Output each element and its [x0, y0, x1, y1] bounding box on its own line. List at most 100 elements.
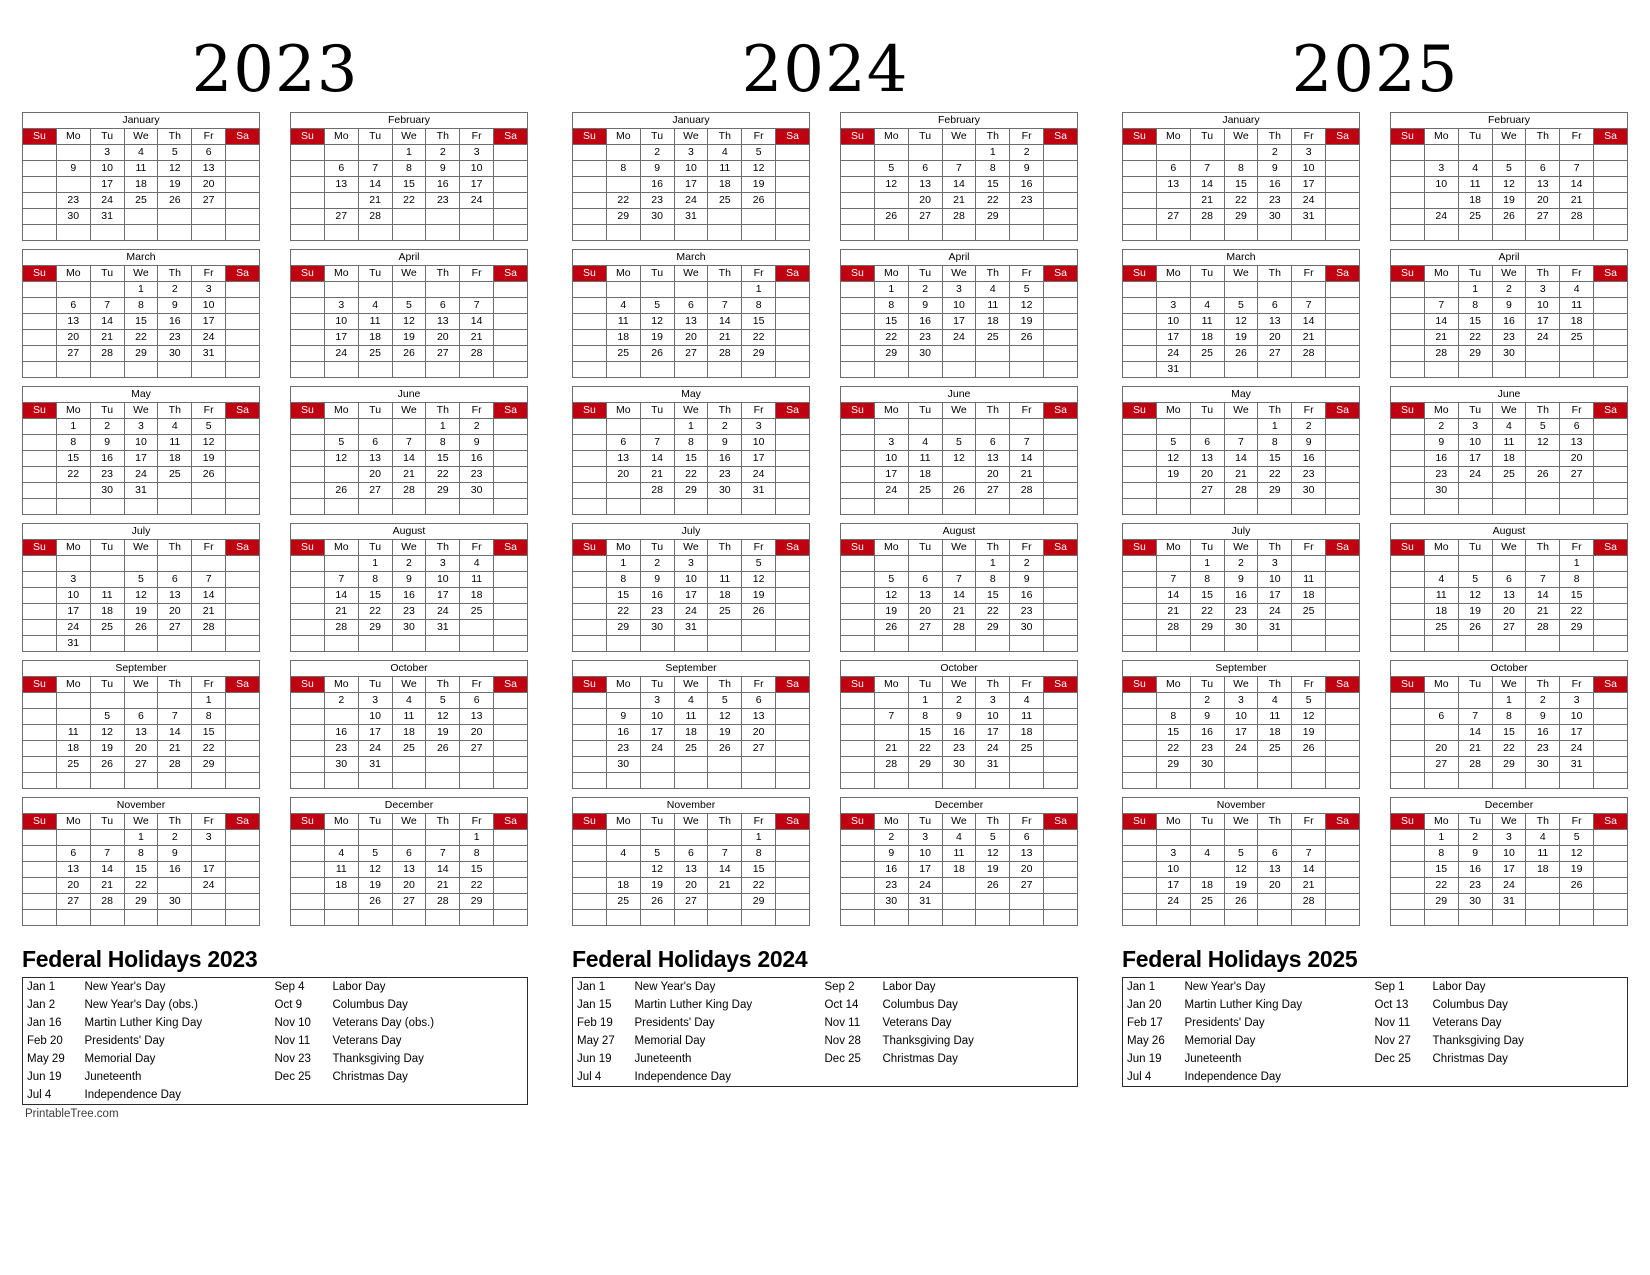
day-cell[interactable]: 23	[775, 329, 810, 346]
day-cell-empty[interactable]	[941, 498, 977, 515]
day-cell-empty[interactable]	[1043, 893, 1078, 910]
day-cell-empty[interactable]	[55, 772, 91, 789]
day-cell[interactable]: 17	[1043, 587, 1078, 604]
day-cell[interactable]: 24	[323, 345, 359, 362]
day-cell[interactable]: 29	[225, 619, 260, 636]
day-cell[interactable]: 1	[1491, 692, 1527, 709]
day-cell[interactable]: 7	[941, 160, 977, 177]
day-cell[interactable]: 27	[775, 603, 810, 620]
day-cell[interactable]: 1	[1257, 418, 1293, 435]
day-cell[interactable]: 23	[290, 345, 325, 362]
day-cell[interactable]: 11	[941, 845, 977, 862]
day-cell[interactable]: 23	[493, 877, 528, 894]
day-cell[interactable]: 23	[1525, 740, 1561, 757]
day-cell-empty[interactable]	[840, 692, 875, 709]
day-cell-empty[interactable]	[1009, 345, 1045, 362]
day-cell[interactable]: 11	[493, 160, 528, 177]
day-cell[interactable]: 24	[741, 466, 777, 483]
day-cell[interactable]: 2	[22, 571, 57, 588]
day-cell[interactable]: 21	[1223, 466, 1259, 483]
day-cell[interactable]: 1	[1390, 418, 1425, 435]
day-cell[interactable]: 28	[22, 482, 57, 499]
day-cell[interactable]: 15	[425, 450, 461, 467]
day-cell[interactable]: 28	[191, 619, 227, 636]
day-cell-empty[interactable]	[123, 224, 159, 241]
day-cell-empty[interactable]	[357, 281, 393, 298]
day-cell[interactable]: 4	[707, 555, 743, 572]
day-cell-empty[interactable]	[673, 224, 709, 241]
day-cell[interactable]: 28	[225, 192, 260, 209]
day-cell-empty[interactable]	[225, 635, 260, 652]
day-cell[interactable]: 27	[975, 482, 1011, 499]
day-cell[interactable]: 19	[1491, 192, 1527, 209]
day-cell-empty[interactable]	[459, 635, 495, 652]
day-cell-empty[interactable]	[1593, 498, 1628, 515]
day-cell-empty[interactable]	[605, 635, 641, 652]
day-cell-empty[interactable]	[1525, 555, 1561, 572]
day-cell-empty[interactable]	[707, 829, 743, 846]
day-cell[interactable]: 15	[975, 176, 1011, 193]
day-cell[interactable]: 24	[191, 329, 227, 346]
day-cell-empty[interactable]	[975, 498, 1011, 515]
day-cell-empty[interactable]	[873, 772, 909, 789]
day-cell[interactable]: 10	[572, 313, 607, 330]
day-cell[interactable]: 20	[1009, 861, 1045, 878]
day-cell[interactable]: 31	[55, 635, 91, 652]
day-cell-empty[interactable]	[22, 909, 57, 926]
day-cell[interactable]: 24	[673, 603, 709, 620]
day-cell[interactable]: 25	[1423, 619, 1459, 636]
day-cell[interactable]: 24	[290, 893, 325, 910]
day-cell[interactable]: 5	[290, 160, 325, 177]
day-cell[interactable]: 6	[1491, 571, 1527, 588]
day-cell[interactable]: 15	[605, 587, 641, 604]
day-cell[interactable]: 29	[572, 756, 607, 773]
day-cell[interactable]: 1	[290, 692, 325, 709]
day-cell[interactable]: 18	[907, 466, 943, 483]
day-cell-empty[interactable]	[1325, 208, 1360, 225]
day-cell[interactable]: 27	[357, 482, 393, 499]
day-cell[interactable]: 27	[673, 345, 709, 362]
day-cell[interactable]: 4	[840, 160, 875, 177]
day-cell[interactable]: 9	[605, 708, 641, 725]
day-cell[interactable]: 7	[873, 708, 909, 725]
day-cell[interactable]: 14	[639, 450, 675, 467]
day-cell-empty[interactable]	[1155, 224, 1191, 241]
day-cell[interactable]: 14	[1291, 313, 1327, 330]
day-cell[interactable]: 6	[1257, 297, 1293, 314]
day-cell[interactable]: 6	[123, 708, 159, 725]
day-cell[interactable]: 1	[22, 144, 57, 161]
day-cell-empty[interactable]	[907, 555, 943, 572]
day-cell[interactable]: 7	[357, 160, 393, 177]
day-cell-empty[interactable]	[459, 619, 495, 636]
day-cell-empty[interactable]	[1043, 909, 1078, 926]
day-cell[interactable]: 9	[1291, 434, 1327, 451]
day-cell[interactable]: 15	[1491, 724, 1527, 741]
day-cell[interactable]: 30	[22, 635, 57, 652]
day-cell[interactable]: 17	[639, 724, 675, 741]
day-cell[interactable]: 7	[157, 708, 193, 725]
day-cell[interactable]: 8	[1593, 160, 1628, 177]
day-cell-empty[interactable]	[22, 555, 57, 572]
day-cell[interactable]: 25	[1122, 482, 1157, 499]
day-cell[interactable]: 10	[357, 708, 393, 725]
day-cell-empty[interactable]	[741, 361, 777, 378]
day-cell[interactable]: 29	[741, 345, 777, 362]
day-cell[interactable]: 14	[425, 861, 461, 878]
day-cell-empty[interactable]	[425, 281, 461, 298]
day-cell[interactable]: 24	[1390, 619, 1425, 636]
day-cell-empty[interactable]	[1155, 498, 1191, 515]
day-cell[interactable]: 13	[775, 571, 810, 588]
day-cell-empty[interactable]	[775, 482, 810, 499]
day-cell[interactable]: 11	[225, 297, 260, 314]
day-cell[interactable]: 2	[1122, 297, 1157, 314]
day-cell[interactable]: 23	[1457, 877, 1493, 894]
day-cell[interactable]: 17	[1291, 176, 1327, 193]
day-cell-empty[interactable]	[1559, 144, 1595, 161]
day-cell[interactable]: 5	[1491, 160, 1527, 177]
day-cell-empty[interactable]	[840, 555, 875, 572]
day-cell-empty[interactable]	[323, 555, 359, 572]
day-cell[interactable]: 6	[55, 297, 91, 314]
day-cell[interactable]: 23	[1291, 466, 1327, 483]
day-cell[interactable]: 25	[707, 603, 743, 620]
day-cell[interactable]: 11	[775, 434, 810, 451]
